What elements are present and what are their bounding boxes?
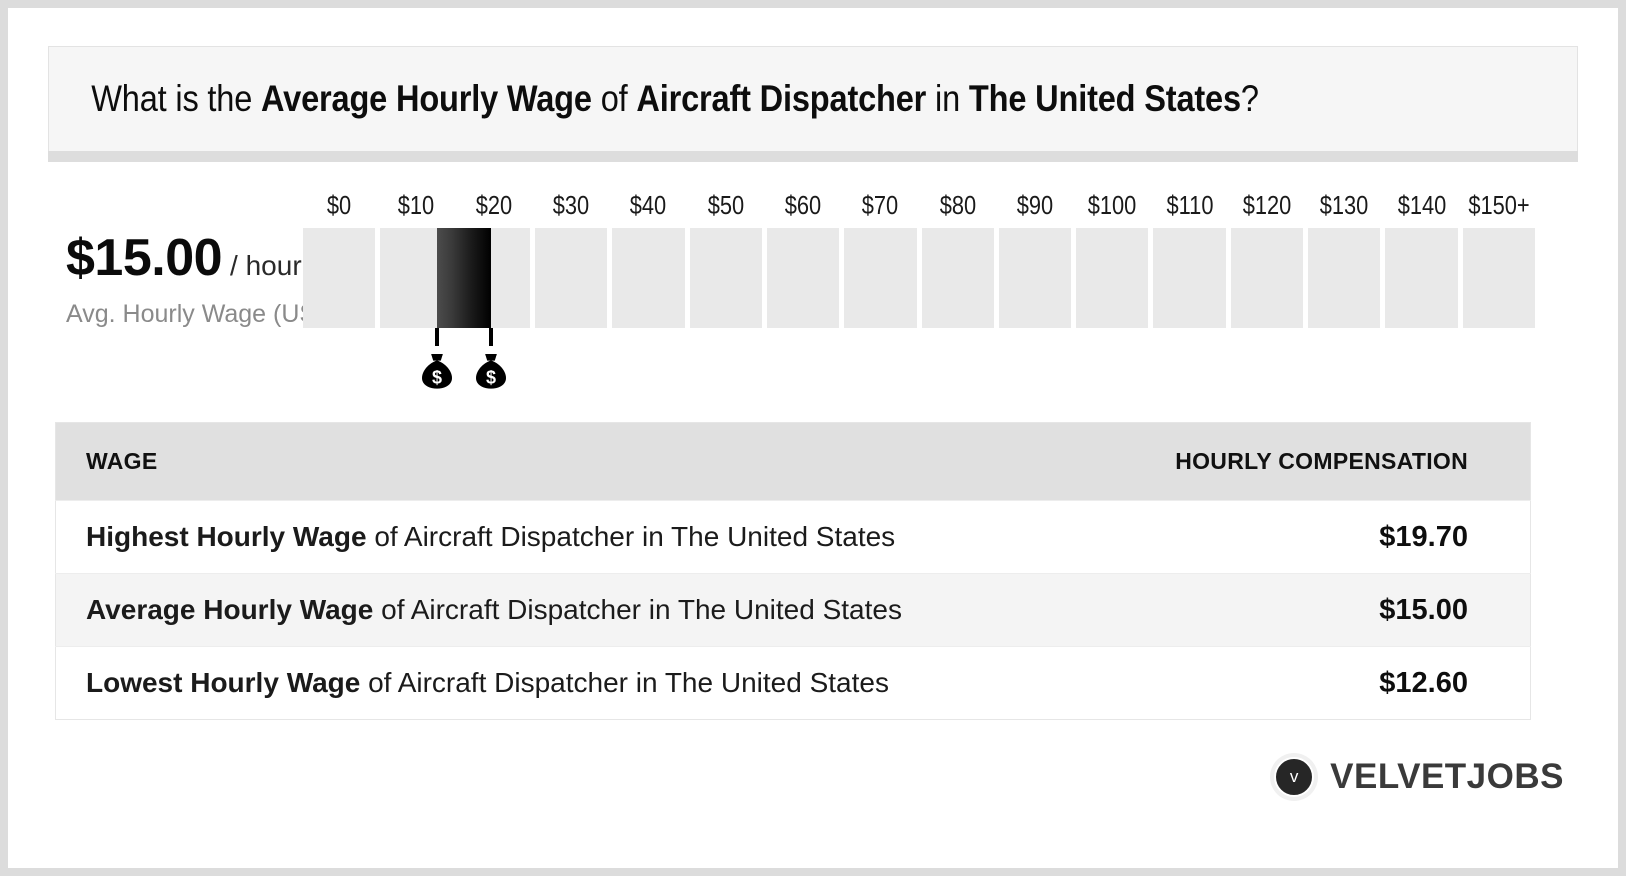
axis-tick-label: $80 [939,190,976,220]
scale-cell [1462,228,1535,328]
wage-marker: $ [469,328,513,395]
question-prefix: What is the [91,78,262,119]
scale-markers: $ $ [303,328,1535,408]
column-header-hourly-compensation: HOURLY COMPENSATION [1175,448,1468,474]
table-row: Average Hourly Wage of Aircraft Dispatch… [55,573,1531,647]
velvetjobs-badge-letter: v [1274,757,1315,797]
question-metric: Average Hourly Wage [261,78,592,119]
average-wage-line: $15.00/ hour [66,229,302,287]
scale-cell [1230,228,1304,328]
question-banner: What is the Average Hourly Wage of Aircr… [48,46,1578,151]
scale-cell [844,228,917,328]
page-title: What is the Average Hourly Wage of Aircr… [49,78,1259,120]
scale-axis-labels: $0 $10 $20 $30 $40 $50 $60 $70 $80 $90 $100 $110 $12… [303,190,1535,228]
axis-tick-label: $90 [1016,190,1054,220]
scale-cell [766,228,840,328]
wage-label-lead: Highest Hourly Wage [86,521,367,552]
axis-tick-label: $60 [784,190,822,220]
axis-tick-label: $30 [552,190,590,220]
table-row: Lowest Hourly Wage of Aircraft Dispatche… [55,646,1531,720]
average-wage-unit: / hour [230,250,302,281]
scale-cell [1385,228,1458,328]
wage-label-rest: of Aircraft Dispatcher in The United Sta… [373,594,902,625]
table-row: Highest Hourly Wage of Aircraft Dispatch… [55,500,1531,574]
wage-table-head: WAGE HOURLY COMPENSATION [55,422,1531,501]
question-banner-shadow [48,151,1578,162]
wage-table: WAGE HOURLY COMPENSATION Highest Hourly … [55,422,1531,720]
column-header-wage: WAGE [86,448,158,474]
marker-stem [434,328,439,346]
wage-label-cell: Lowest Hourly Wage of Aircraft Dispatche… [56,647,1095,720]
scale-cell [1308,228,1381,328]
axis-tick-label: $10 [398,190,435,220]
question-suffix: ? [1240,78,1259,119]
average-wage-caption: Avg. Hourly Wage (USD) [66,300,343,328]
average-wage-summary: $15.00/ hour Avg. Hourly Wage (USD) [66,229,343,329]
wage-label-rest: of Aircraft Dispatcher in The United Sta… [360,667,889,698]
wage-value-cell: $12.60 [1379,666,1468,699]
question-connector: in [926,78,969,119]
wage-value-cell: $19.70 [1379,520,1468,553]
scale-cell [534,228,608,328]
average-wage-value: $15.00 [66,229,223,287]
axis-tick-label: $100 [1087,190,1137,220]
axis-tick-label: $70 [862,190,899,220]
wage-label-rest: of Aircraft Dispatcher in The United Sta… [366,521,896,552]
svg-text:$: $ [432,368,442,388]
wage-marker: $ [415,328,459,395]
scale-cell [689,228,762,328]
wage-scale: $0 $10 $20 $30 $40 $50 $60 $70 $80 $90 $100 $110 $12… [303,190,1535,328]
question-mid: of [591,78,637,119]
money-bag-icon: $ [472,352,510,395]
table-header-row: WAGE HOURLY COMPENSATION [55,422,1531,501]
wage-value-cell: $15.00 [1379,593,1468,626]
velvetjobs-logo[interactable]: v VELVETJOBS [1270,753,1564,801]
scale-cell [612,228,685,328]
svg-text:$: $ [486,368,496,388]
infographic-card: What is the Average Hourly Wage of Aircr… [8,8,1618,868]
question-location: The United States [968,78,1241,119]
axis-tick-label: $150+ [1468,190,1530,220]
velvetjobs-wordmark: VELVETJOBS [1330,757,1564,796]
axis-tick-label: $20 [475,190,512,220]
wage-table-body: Highest Hourly Wage of Aircraft Dispatch… [55,500,1531,720]
money-bag-icon: $ [418,352,456,395]
marker-stem [489,328,494,346]
question-job-title: Aircraft Dispatcher [636,78,927,119]
velvetjobs-badge-icon: v [1270,753,1319,801]
scale-cell [1076,228,1149,328]
axis-tick-label: $50 [707,190,744,220]
axis-tick-label: $130 [1319,190,1369,220]
axis-tick-label: $120 [1242,190,1292,220]
scale-cell [998,228,1072,328]
wage-label-lead: Average Hourly Wage [86,594,374,625]
wage-range-bar [436,228,492,328]
axis-tick-label: $0 [327,190,352,220]
axis-tick-label: $110 [1166,190,1214,220]
scale-cell [1153,228,1226,328]
wage-label-lead: Lowest Hourly Wage [86,667,361,698]
wage-label-cell: Highest Hourly Wage of Aircraft Dispatch… [56,501,1095,574]
scale-cell [921,228,994,328]
wage-label-cell: Average Hourly Wage of Aircraft Dispatch… [56,574,1095,647]
scale-cells [303,228,1535,328]
scale-cell [303,228,376,328]
axis-tick-label: $40 [630,190,667,220]
axis-tick-label: $140 [1397,190,1446,220]
